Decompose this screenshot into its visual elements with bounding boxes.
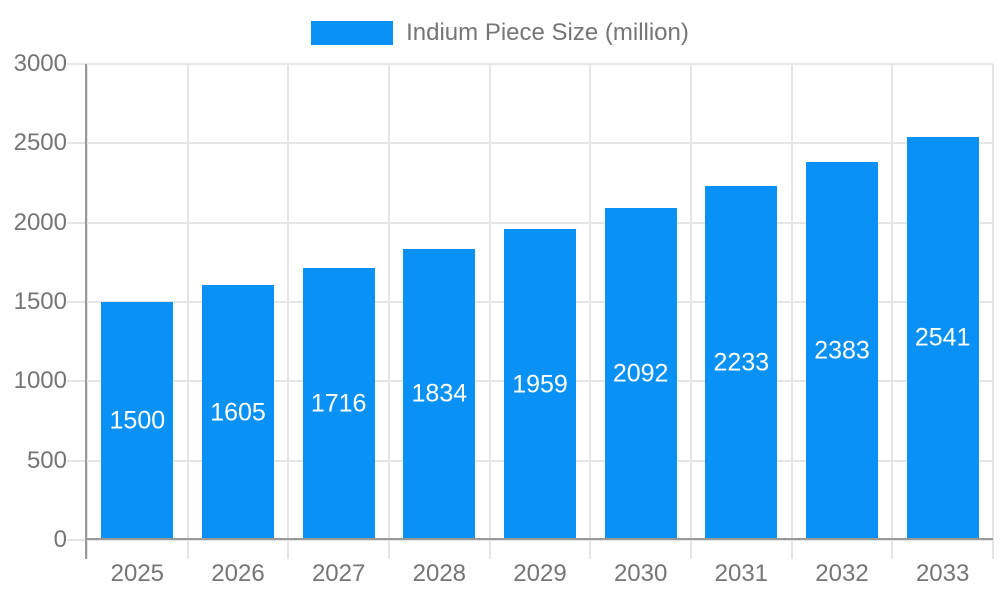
y-tick-label: 3000 bbox=[13, 50, 67, 77]
bar-value-label: 1959 bbox=[512, 370, 568, 399]
gridline-horizontal bbox=[67, 63, 993, 65]
bar-value-label: 1716 bbox=[310, 389, 367, 418]
x-tick-label: 2025 bbox=[110, 560, 165, 587]
bar-2032[interactable]: 2383 bbox=[806, 161, 878, 540]
gridline-vertical bbox=[992, 64, 994, 559]
bar-2033[interactable]: 2541 bbox=[906, 136, 979, 540]
gridline-vertical bbox=[86, 64, 88, 559]
bar-value-label: 2383 bbox=[814, 336, 870, 365]
x-tick-label: 2027 bbox=[311, 560, 366, 587]
x-tick-label: 2028 bbox=[412, 560, 467, 587]
gridline-vertical bbox=[790, 64, 793, 559]
y-tick-label: 0 bbox=[53, 526, 67, 553]
y-axis-line bbox=[85, 64, 87, 559]
gridline-vertical bbox=[589, 64, 592, 559]
bar-2028[interactable]: 1834 bbox=[403, 249, 476, 540]
bar-value-label: 1605 bbox=[210, 398, 266, 427]
plot-area: 1500 1605 1716 1834 1959 2092 2233 2383 2541 bbox=[67, 63, 994, 559]
x-tick-label: 2031 bbox=[714, 560, 769, 587]
y-tick-label: 2000 bbox=[13, 208, 67, 236]
bar-value-label: 2233 bbox=[713, 348, 770, 377]
x-tick-label: 2030 bbox=[613, 560, 668, 587]
bar-2031[interactable]: 2233 bbox=[705, 185, 778, 540]
legend-label: Indium Piece Size (million) bbox=[406, 19, 689, 46]
y-tick-label: 2500 bbox=[13, 129, 67, 157]
gridline-vertical bbox=[891, 64, 894, 559]
x-tick-label: 2029 bbox=[513, 560, 567, 587]
gridline-vertical bbox=[488, 64, 491, 559]
bar-2030[interactable]: 2092 bbox=[604, 208, 677, 540]
y-tick-label: 500 bbox=[26, 446, 67, 474]
gridline-vertical bbox=[388, 64, 390, 559]
gridline-vertical bbox=[690, 64, 692, 559]
x-tick-label: 2033 bbox=[915, 560, 970, 587]
bar-2029[interactable]: 1959 bbox=[504, 229, 576, 540]
gridline-horizontal bbox=[67, 539, 993, 541]
bar-2026[interactable]: 1605 bbox=[202, 285, 274, 540]
chart-legend[interactable]: Indium Piece Size (million) bbox=[0, 21, 1000, 45]
gridline-horizontal bbox=[67, 142, 993, 145]
x-tick-label: 2026 bbox=[211, 560, 265, 587]
gridline-horizontal bbox=[67, 221, 993, 224]
legend-swatch-icon bbox=[311, 21, 394, 45]
bar-value-label: 1500 bbox=[109, 406, 166, 435]
bar-value-label: 2541 bbox=[914, 323, 971, 352]
y-tick-label: 1500 bbox=[13, 288, 67, 315]
bar-value-label: 1834 bbox=[411, 379, 468, 408]
bar-2027[interactable]: 1716 bbox=[302, 267, 375, 540]
gridline-vertical bbox=[186, 64, 189, 559]
bar-2025[interactable]: 1500 bbox=[101, 302, 174, 540]
gridline-vertical bbox=[287, 64, 290, 559]
bar-value-label: 2092 bbox=[612, 359, 669, 388]
x-tick-label: 2032 bbox=[815, 560, 869, 587]
x-axis-line bbox=[87, 538, 993, 540]
y-tick-label: 1000 bbox=[13, 367, 67, 395]
